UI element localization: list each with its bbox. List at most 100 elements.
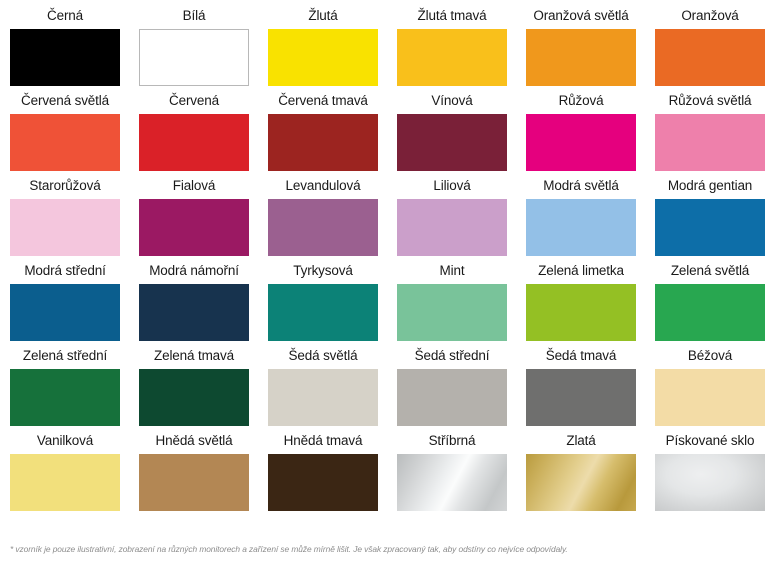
swatch-cell[interactable]: Modrá námořní [139,260,249,343]
swatch-cell[interactable]: Červená [139,90,249,173]
swatch-color-chip[interactable] [397,284,507,341]
swatch-color-chip[interactable] [139,114,249,171]
swatch-color-chip[interactable] [10,114,120,171]
swatch-cell[interactable]: Zlatá [526,430,636,513]
swatch-cell[interactable]: Zelená limetka [526,260,636,343]
swatch-cell[interactable]: Žlutá [268,5,378,88]
swatch-cell[interactable]: Šedá střední [397,345,507,428]
swatch-color-chip[interactable] [397,199,507,256]
swatch-cell[interactable]: Béžová [655,345,765,428]
swatch-cell[interactable]: Levandulová [268,175,378,258]
swatch-color-chip[interactable] [139,29,249,86]
swatch-color-chip[interactable] [526,369,636,426]
swatch-color-chip[interactable] [10,454,120,511]
swatch-color-chip[interactable] [139,284,249,341]
swatch-cell[interactable]: Šedá tmavá [526,345,636,428]
swatch-color-chip[interactable] [526,114,636,171]
swatch-label: Žlutá tmavá [417,8,487,23]
swatch-cell[interactable]: Růžová světlá [655,90,765,173]
swatch-label: Levandulová [285,178,361,193]
swatch-label: Zelená tmavá [154,348,234,363]
swatch-label: Žlutá [308,8,338,23]
swatch-cell[interactable]: Hnědá tmavá [268,430,378,513]
swatch-label: Zelená limetka [538,263,624,278]
footnote-disclaimer: * vzorník je pouze ilustrativní, zobraze… [10,544,568,554]
swatch-label: Modrá světlá [543,178,619,193]
swatch-cell[interactable]: Modrá světlá [526,175,636,258]
swatch-color-chip[interactable] [655,199,765,256]
swatch-color-chip[interactable] [397,369,507,426]
swatch-color-chip[interactable] [655,369,765,426]
swatch-cell[interactable]: Žlutá tmavá [397,5,507,88]
swatch-cell[interactable]: Zelená střední [10,345,120,428]
swatch-color-chip[interactable] [139,369,249,426]
swatch-cell[interactable]: Pískované sklo [655,430,765,513]
swatch-label: Zelená světlá [670,263,750,278]
swatch-cell[interactable]: Červená světlá [10,90,120,173]
swatch-label: Hnědá tmavá [283,433,363,448]
swatch-cell[interactable]: Zelená světlá [655,260,765,343]
swatch-cell[interactable]: Vanilková [10,430,120,513]
swatch-cell[interactable]: Bílá [139,5,249,88]
swatch-color-chip[interactable] [655,29,765,86]
swatch-label: Béžová [687,348,733,363]
swatch-label: Šedá světlá [288,348,358,363]
swatch-color-chip[interactable] [268,199,378,256]
swatch-color-chip[interactable] [10,199,120,256]
swatch-color-chip[interactable] [526,284,636,341]
swatch-label: Stříbrná [428,433,476,448]
swatch-cell[interactable]: Liliová [397,175,507,258]
swatch-cell[interactable]: Oranžová světlá [526,5,636,88]
swatch-color-chip[interactable] [268,29,378,86]
swatch-cell[interactable]: Modrá gentian [655,175,765,258]
swatch-label: Šedá tmavá [545,348,617,363]
swatch-cell[interactable]: Červená tmavá [268,90,378,173]
swatch-cell[interactable]: Starorůžová [10,175,120,258]
swatch-label: Pískované sklo [665,433,755,448]
swatch-color-chip[interactable] [139,454,249,511]
swatch-color-chip[interactable] [526,29,636,86]
swatch-cell[interactable]: Tyrkysová [268,260,378,343]
swatch-color-chip[interactable] [397,114,507,171]
swatch-label: Vanilková [36,433,94,448]
swatch-cell[interactable]: Růžová [526,90,636,173]
swatch-cell[interactable]: Modrá střední [10,260,120,343]
swatch-color-chip[interactable] [655,454,765,511]
swatch-label: Červená tmavá [278,93,368,108]
swatch-cell[interactable]: Mint [397,260,507,343]
swatch-color-chip[interactable] [10,369,120,426]
swatch-label: Fialová [172,178,216,193]
swatch-label: Starorůžová [29,178,101,193]
swatch-label: Modrá střední [24,263,106,278]
swatch-color-chip[interactable] [526,199,636,256]
swatch-cell[interactable]: Hnědá světlá [139,430,249,513]
swatch-label: Šedá střední [414,348,490,363]
swatch-label: Hnědá světlá [155,433,233,448]
swatch-label: Liliová [433,178,471,193]
swatch-color-chip[interactable] [268,284,378,341]
swatch-cell[interactable]: Oranžová [655,5,765,88]
swatch-color-chip[interactable] [10,29,120,86]
swatch-cell[interactable]: Stříbrná [397,430,507,513]
swatch-cell[interactable]: Šedá světlá [268,345,378,428]
swatch-color-chip[interactable] [655,114,765,171]
swatch-color-chip[interactable] [268,454,378,511]
swatch-cell[interactable]: Vínová [397,90,507,173]
swatch-cell[interactable]: Fialová [139,175,249,258]
swatch-color-chip[interactable] [397,29,507,86]
swatch-color-chip[interactable] [655,284,765,341]
swatch-color-chip[interactable] [397,454,507,511]
swatch-cell[interactable]: Zelená tmavá [139,345,249,428]
swatch-label: Růžová [558,93,604,108]
swatch-color-chip[interactable] [10,284,120,341]
swatch-label: Tyrkysová [293,263,353,278]
swatch-color-chip[interactable] [268,114,378,171]
swatch-color-chip[interactable] [268,369,378,426]
swatch-label: Zlatá [566,433,596,448]
swatch-color-chip[interactable] [526,454,636,511]
swatch-cell[interactable]: Černá [10,5,120,88]
swatch-label: Oranžová světlá [533,8,629,23]
swatch-color-chip[interactable] [139,199,249,256]
swatch-label: Zelená střední [22,348,108,363]
